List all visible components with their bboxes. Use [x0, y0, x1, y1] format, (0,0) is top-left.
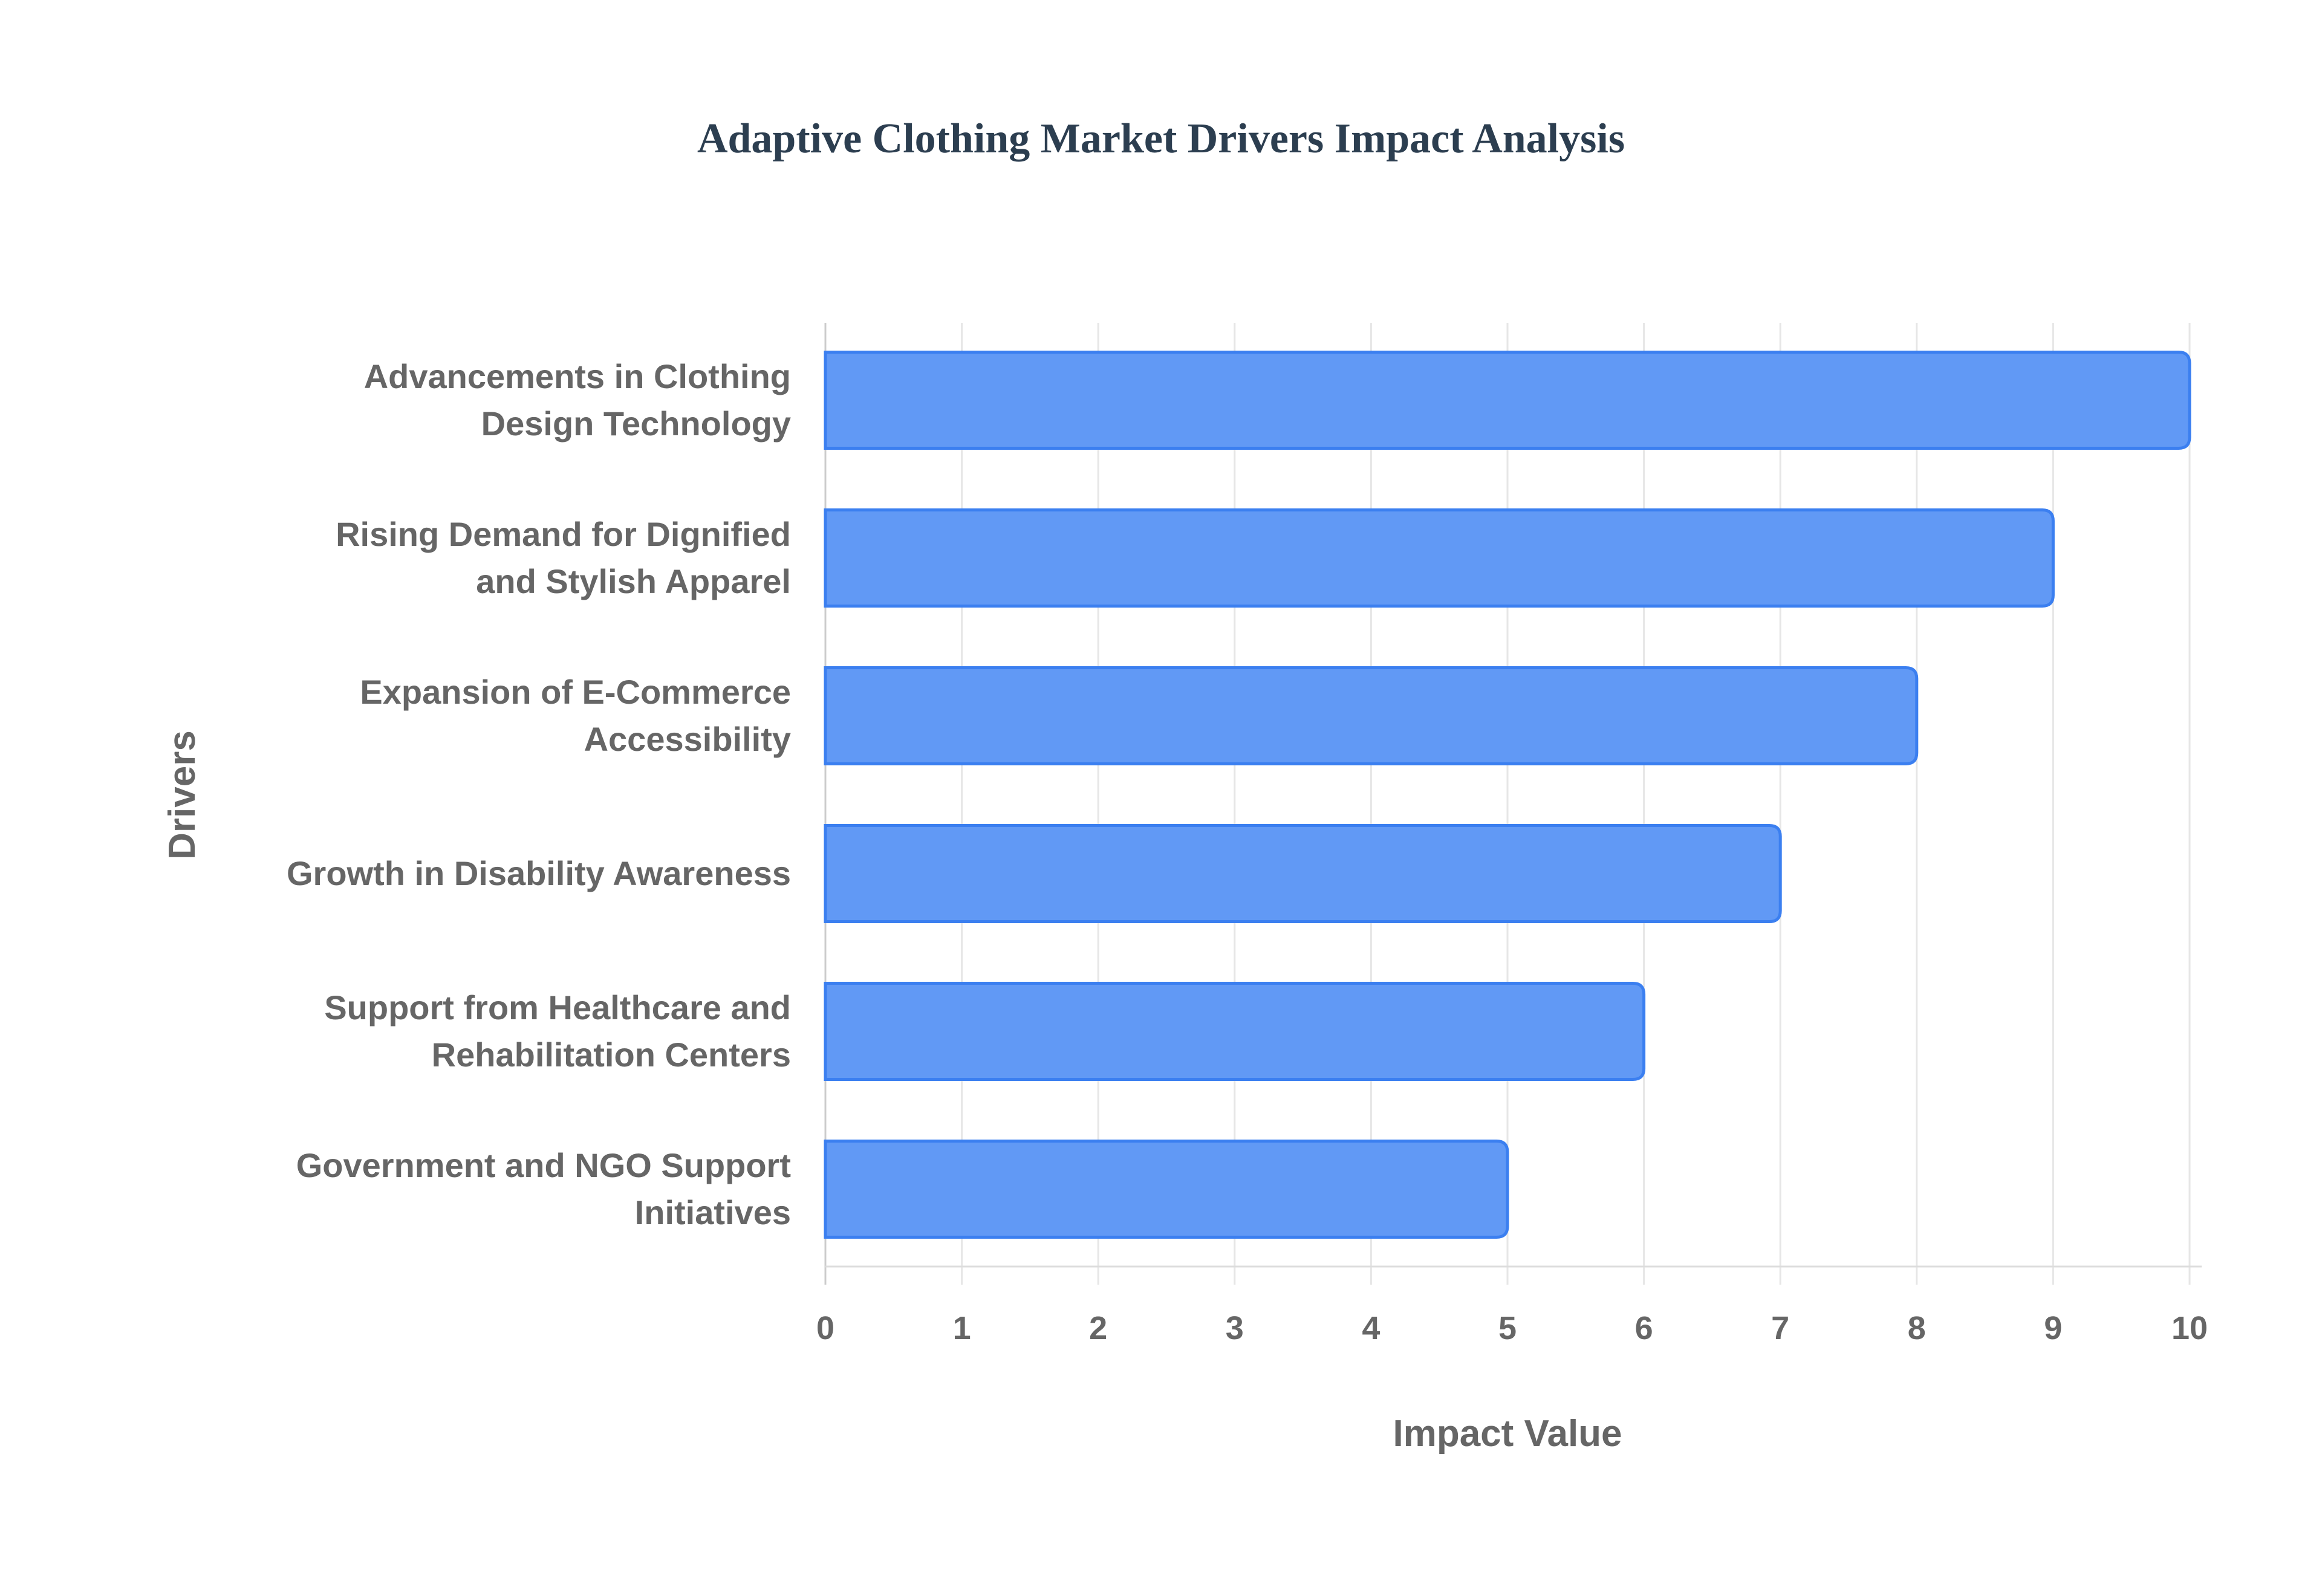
x-tick-label: 4	[1362, 1310, 1380, 1346]
x-tick-label: 8	[1908, 1310, 1926, 1346]
x-tick-label: 10	[2171, 1310, 2208, 1346]
y-tick-label: Support from Healthcare and Rehabilitatio…	[324, 988, 791, 1074]
x-tick-label: 3	[1226, 1310, 1244, 1346]
bar[interactable]	[824, 824, 1782, 923]
y-tick-label: Rising Demand for Dignified and Stylish A…	[336, 515, 791, 600]
y-tick-label: Government and NGO Support Initiatives	[296, 1146, 791, 1231]
x-tick-label: 7	[1771, 1310, 1789, 1346]
x-axis-title: Impact Value	[1393, 1413, 1622, 1455]
chart-title: Adaptive Clothing Market Drivers Impact …	[697, 115, 1625, 162]
x-tick-label: 9	[2044, 1310, 2062, 1346]
bar[interactable]	[824, 982, 1646, 1081]
y-tick-labels: Advancements in Clothing Design Technolog…	[287, 357, 791, 1231]
bar[interactable]	[824, 508, 2055, 608]
y-tick-label: Advancements in Clothing Design Technolog…	[364, 357, 791, 443]
x-tick-label: 5	[1498, 1310, 1517, 1346]
bar[interactable]	[824, 351, 2191, 450]
x-tick-label: 2	[1089, 1310, 1107, 1346]
y-tick-label: Growth in Disability Awareness	[287, 854, 791, 892]
y-tick-label: Expansion of E-Commerce Accessibility	[360, 673, 791, 758]
x-tick-label: 6	[1635, 1310, 1653, 1346]
bar[interactable]	[824, 666, 1919, 765]
bars	[824, 351, 2191, 1239]
x-tick-label: 1	[953, 1310, 971, 1346]
bar[interactable]	[824, 1140, 1509, 1239]
x-tick-labels: 0 1 2 3 4 5 6 7 8 9 10	[816, 1310, 2208, 1346]
grid	[824, 323, 2202, 1285]
x-tick-label: 0	[816, 1310, 834, 1346]
y-axis-title: Drivers	[161, 730, 203, 860]
